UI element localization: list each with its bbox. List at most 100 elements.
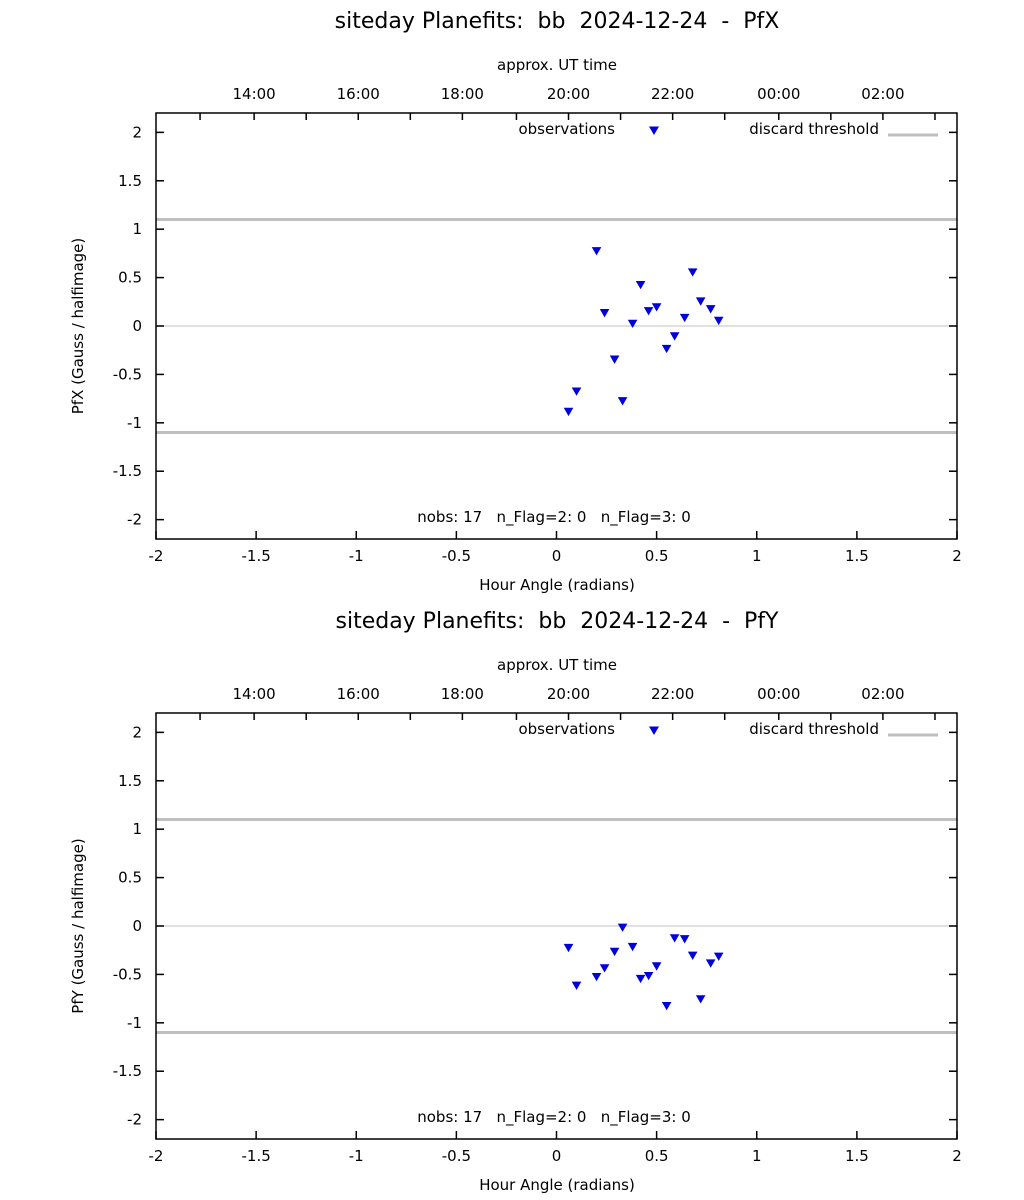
x-tick-label: -1.5 — [241, 547, 270, 565]
ut-tick-label: 22:00 — [651, 85, 694, 103]
nobs-annotation: nobs: 17 n_Flag=2: 0 n_Flag=3: 0 — [417, 1108, 691, 1126]
observation-point — [687, 951, 698, 960]
x-tick-label: 0.5 — [645, 1147, 669, 1165]
observation-point — [591, 247, 602, 256]
x-tick-label: -1 — [349, 1147, 364, 1165]
x-tick-label: -2 — [149, 1147, 164, 1165]
observation-point — [617, 397, 628, 406]
x-axis-label: Hour Angle (radians) — [479, 1176, 635, 1194]
ut-tick-label: 02:00 — [861, 85, 904, 103]
observation-point — [661, 1001, 672, 1011]
ut-tick-label: 20:00 — [547, 85, 590, 103]
top-axis-label: approx. UT time — [497, 656, 617, 674]
page-title: siteday Planefits: bb 2024-12-24 - PfY — [335, 609, 779, 634]
y-tick-label: -2 — [127, 1111, 142, 1129]
threshold-line-sample — [887, 124, 939, 143]
y-tick-label: 1 — [132, 220, 142, 238]
observation-point — [563, 407, 574, 417]
ut-tick-label: 16:00 — [337, 685, 380, 703]
triangle-down-icon — [646, 122, 662, 141]
triangle-down-icon — [646, 722, 662, 741]
y-tick-label: -0.5 — [113, 965, 142, 983]
chart-pfy: -2 -1.5 -1 -0.5 0 0.5 1 1.5 2 2 1.5 1 0.5 0 -0.5 -1 -1.5… — [0, 600, 1024, 1200]
ut-tick-label: 14:00 — [233, 685, 276, 703]
x-tick-label: 1 — [752, 1147, 762, 1165]
threshold-line-sample — [887, 724, 939, 743]
top-axis-label: approx. UT time — [497, 56, 617, 74]
ut-tick-label: 18:00 — [441, 85, 484, 103]
y-tick-label: 0 — [132, 917, 142, 935]
observation-point — [635, 280, 646, 290]
y-tick-label: -1.5 — [113, 462, 142, 480]
observation-point — [679, 313, 690, 323]
legend-observations-label: observations — [518, 120, 615, 138]
y-tick-label: -2 — [127, 511, 142, 529]
observation-point — [617, 923, 628, 932]
observation-point — [591, 972, 602, 982]
ut-tick-label: 00:00 — [757, 85, 800, 103]
observation-point — [627, 942, 638, 952]
y-axis-label: PfX (Gauss / halfimage) — [69, 237, 87, 415]
legend-marker-glyph — [649, 726, 659, 735]
observation-point — [669, 934, 680, 943]
x-tick-label: -1 — [349, 547, 364, 565]
observation-point — [609, 355, 620, 364]
observation-point — [705, 305, 716, 314]
y-tick-label: 1.5 — [118, 172, 142, 190]
observation-point — [599, 309, 610, 318]
y-tick-label: 1.5 — [118, 772, 142, 790]
observation-point — [661, 344, 672, 354]
y-tick-label: -1.5 — [113, 1062, 142, 1080]
x-tick-label: 0 — [552, 1147, 562, 1165]
x-tick-label: 1.5 — [845, 1147, 869, 1165]
observation-point — [695, 995, 706, 1004]
x-tick-label: 1 — [752, 547, 762, 565]
observation-point — [679, 935, 690, 944]
x-tick-label: 0.5 — [645, 547, 669, 565]
legend-observations-label: observations — [518, 720, 615, 738]
observation-point — [651, 303, 662, 312]
ut-tick-label: 00:00 — [757, 685, 800, 703]
ut-tick-label: 20:00 — [547, 685, 590, 703]
x-tick-label: 2 — [952, 1147, 962, 1165]
x-tick-label: -1.5 — [241, 1147, 270, 1165]
x-tick-label: -0.5 — [442, 1147, 471, 1165]
ut-tick-label: 18:00 — [441, 685, 484, 703]
observation-point — [705, 959, 716, 968]
observation-point — [571, 387, 582, 396]
observation-point — [651, 962, 662, 971]
ut-tick-label: 14:00 — [233, 85, 276, 103]
observation-point — [571, 981, 582, 990]
observation-point — [713, 952, 724, 961]
legend-threshold-label: discard threshold — [749, 720, 879, 738]
observation-point — [643, 971, 654, 981]
plot-area-pfy: -2 -1.5 -1 -0.5 0 0.5 1 1.5 2 2 1.5 1 0.5 0 -0.5 -1 -1.5… — [113, 685, 962, 1165]
chart-pfx: -2 -1.5 -1 -0.5 0 0.5 1 1.5 2 2 1.5 1 0.5 0 -0.5 -1 -1.5… — [69, 9, 962, 594]
y-tick-label: 2 — [132, 123, 142, 141]
observation-point — [563, 943, 574, 953]
x-tick-label: 1.5 — [845, 547, 869, 565]
y-tick-label: 0.5 — [118, 269, 142, 287]
ut-tick-label: 22:00 — [651, 685, 694, 703]
nobs-annotation: nobs: 17 n_Flag=2: 0 n_Flag=3: 0 — [417, 508, 691, 526]
page-title: siteday Planefits: bb 2024-12-24 - PfX — [334, 9, 780, 34]
y-tick-label: -0.5 — [113, 365, 142, 383]
y-tick-label: 0.5 — [118, 869, 142, 887]
x-tick-label: -2 — [149, 547, 164, 565]
x-tick-label: 0 — [552, 547, 562, 565]
observation-point — [643, 307, 654, 316]
y-tick-label: -1 — [127, 1014, 142, 1032]
y-tick-label: 2 — [132, 723, 142, 741]
y-tick-label: -1 — [127, 414, 142, 432]
x-tick-label: -0.5 — [442, 547, 471, 565]
observation-point — [713, 316, 724, 326]
observation-point — [627, 319, 638, 328]
legend-threshold-label: discard threshold — [749, 120, 879, 138]
x-tick-label: 2 — [952, 547, 962, 565]
observation-point — [687, 268, 698, 277]
ut-tick-label: 16:00 — [337, 85, 380, 103]
observation-point — [669, 332, 680, 341]
y-axis-label: PfY (Gauss / halfimage) — [69, 838, 87, 1014]
y-tick-label: 1 — [132, 820, 142, 838]
